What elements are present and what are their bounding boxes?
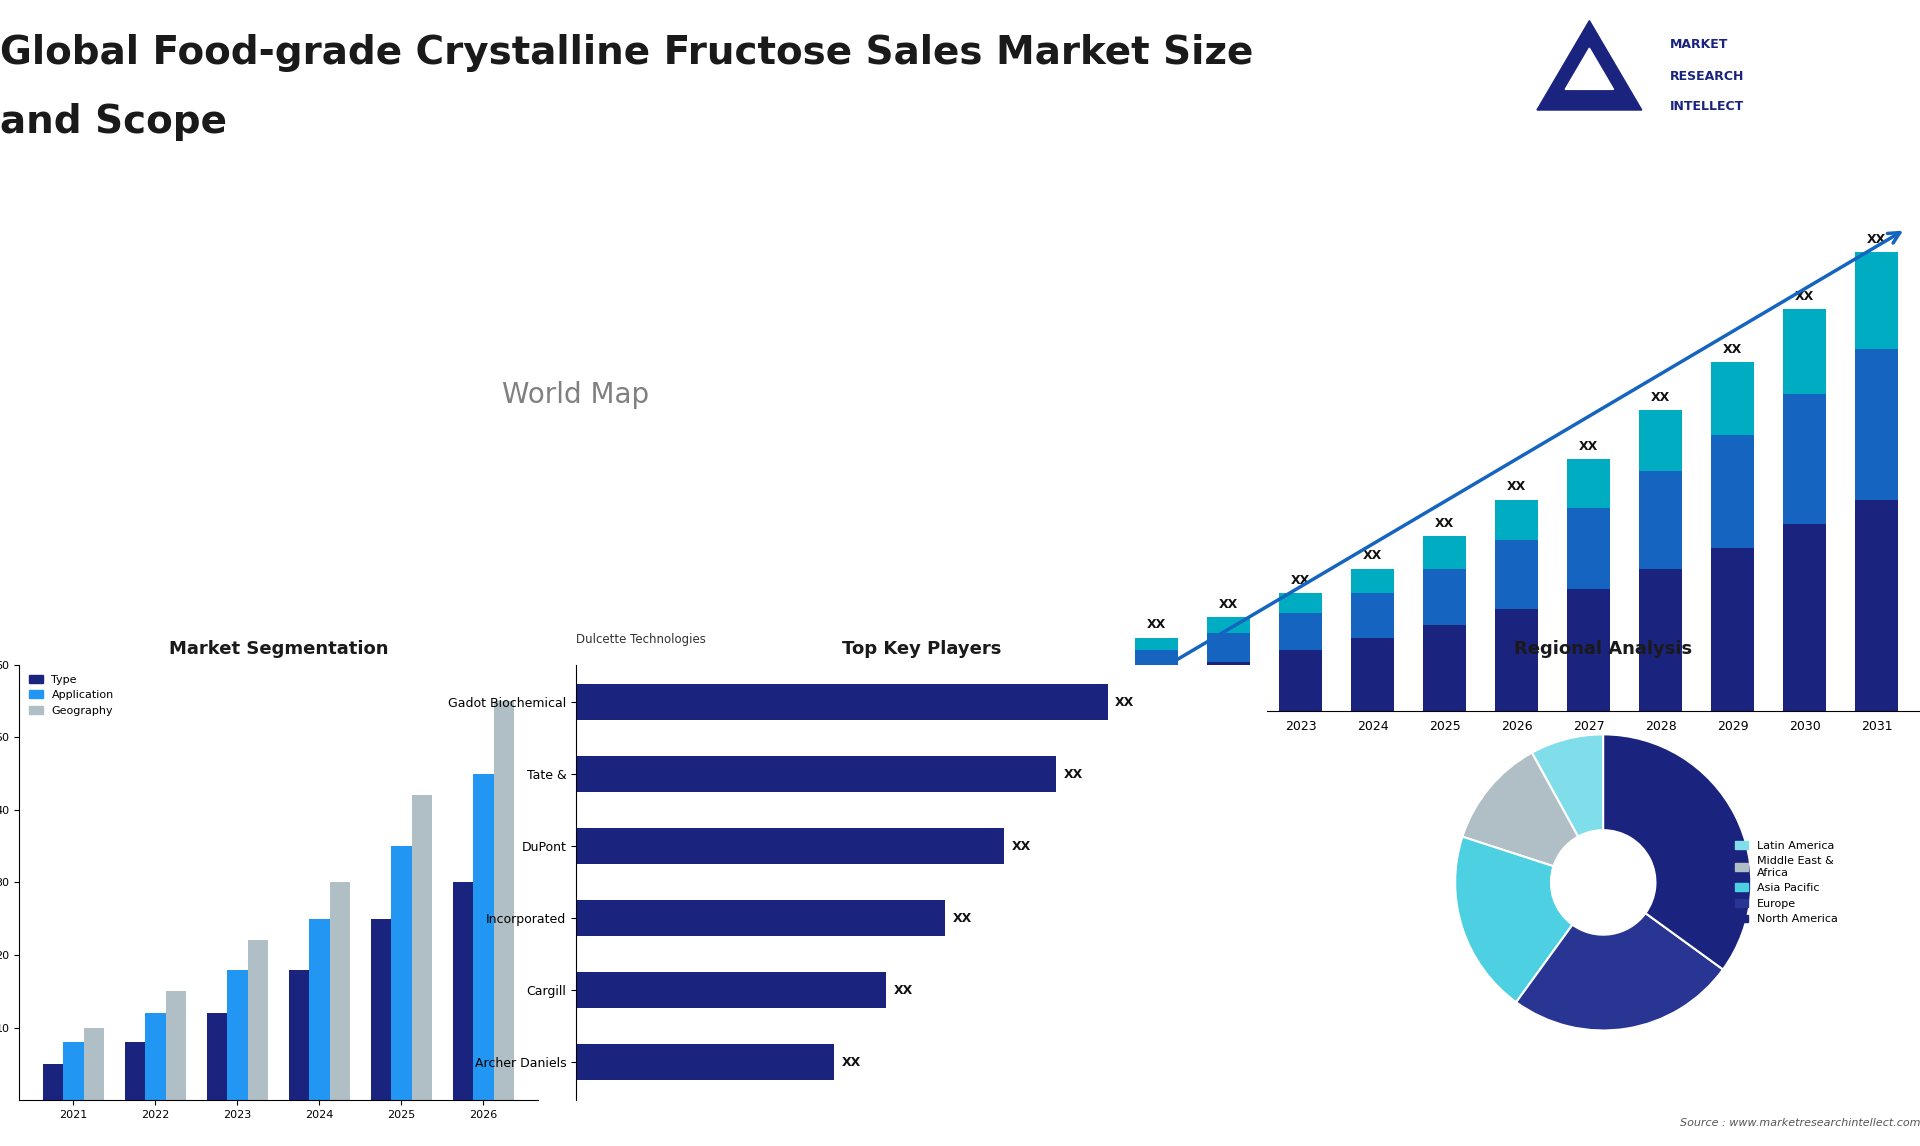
Bar [288,970,309,1100]
Text: XX: XX [841,1055,860,1069]
Legend: Type, Application, Geography: Type, Application, Geography [25,670,119,720]
Bar [227,970,248,1100]
Bar [1784,309,1826,394]
Text: RESEARCH: RESEARCH [1670,70,1745,83]
Bar [1208,662,1250,711]
Bar [1496,540,1538,610]
Bar [1567,589,1611,711]
Text: XX: XX [1722,343,1743,355]
Bar [42,1063,63,1100]
Bar [1352,592,1394,637]
Bar [576,684,1108,721]
Bar [576,756,1056,792]
Bar [1640,410,1682,471]
Bar [1423,568,1467,626]
Wedge shape [1463,753,1578,866]
Bar [1784,524,1826,711]
Text: XX: XX [1064,768,1083,780]
Bar [1640,568,1682,711]
Bar [1279,650,1323,711]
Text: MARKET: MARKET [1670,38,1728,52]
Bar [1496,500,1538,540]
Text: XX: XX [1146,619,1167,631]
Text: XX: XX [1219,598,1238,611]
Bar [1135,650,1179,670]
Text: Source : www.marketresearchintellect.com: Source : www.marketresearchintellect.com [1680,1118,1920,1128]
Wedge shape [1455,837,1572,1003]
Bar [411,795,432,1100]
Bar [330,882,349,1100]
Bar [125,1042,146,1100]
Text: XX: XX [1012,840,1031,853]
Bar [165,991,186,1100]
Text: XX: XX [1507,480,1526,494]
Text: XX: XX [893,984,912,997]
Bar [1784,394,1826,524]
Bar [576,829,1004,864]
Bar [1208,618,1250,634]
Bar [1352,568,1394,592]
Bar [576,1044,835,1081]
Text: XX: XX [1578,440,1599,453]
Bar [1855,350,1899,500]
Text: INTELLECT: INTELLECT [1670,100,1743,113]
Bar [1135,670,1179,711]
Bar [84,1028,104,1100]
Bar [1711,434,1755,548]
Bar [63,1042,84,1100]
Bar [1711,362,1755,434]
Bar [1208,634,1250,662]
Polygon shape [1565,48,1613,89]
Bar [1640,471,1682,568]
Bar [371,919,392,1100]
Bar [1567,508,1611,589]
Bar [1423,626,1467,711]
Bar [1567,460,1611,508]
Bar [207,1013,227,1100]
Text: Global Food-grade Crystalline Fructose Sales Market Size: Global Food-grade Crystalline Fructose S… [0,34,1254,72]
Wedge shape [1517,913,1722,1030]
Text: World Map: World Map [503,382,649,409]
Title: Market Segmentation: Market Segmentation [169,639,388,658]
Text: XX: XX [1434,517,1455,529]
Bar [309,919,330,1100]
Bar [1352,637,1394,711]
Bar [1496,610,1538,711]
Text: XX: XX [952,912,972,925]
Bar [1279,613,1323,650]
Text: XX: XX [1290,574,1311,587]
Text: XX: XX [1651,391,1670,405]
Text: XX: XX [1116,696,1135,709]
Bar [1855,252,1899,350]
Text: XX: XX [1866,233,1887,246]
Text: XX: XX [1363,549,1382,563]
Bar [1711,548,1755,711]
Wedge shape [1603,735,1751,970]
Bar [453,882,472,1100]
Bar [576,973,887,1008]
Text: and Scope: and Scope [0,103,227,141]
Bar [392,846,411,1100]
Title: Top Key Players: Top Key Players [841,639,1002,658]
Text: Dulcette Technologies: Dulcette Technologies [576,633,707,646]
Bar [1423,536,1467,568]
Bar [1279,592,1323,613]
Bar [472,774,493,1100]
Wedge shape [1532,735,1603,837]
Legend: Latin America, Middle East &
Africa, Asia Pacific, Europe, North America: Latin America, Middle East & Africa, Asi… [1730,837,1843,928]
Bar [1855,500,1899,711]
Title: Regional Analysis: Regional Analysis [1515,639,1692,658]
Text: XX: XX [1795,290,1814,303]
Bar [493,701,515,1100]
Polygon shape [1538,21,1642,110]
Bar [576,901,945,936]
Bar [1135,637,1179,650]
Bar [248,941,269,1100]
Bar [146,1013,165,1100]
